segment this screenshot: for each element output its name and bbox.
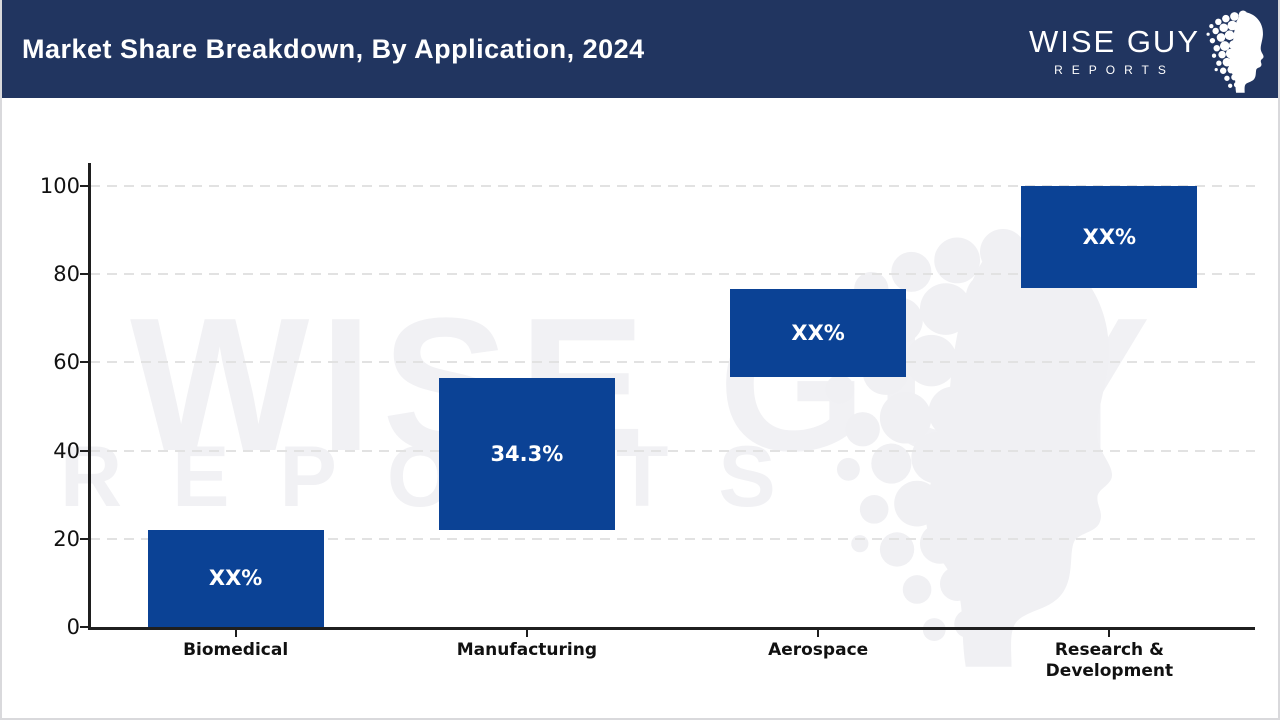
bar-value-label-manufacturing: 34.3% [490,441,564,466]
chart-title: Market Share Breakdown, By Application, … [22,34,645,64]
y-tick-label-60: 60 [53,350,80,375]
bar-value-label-research-development: XX% [1082,225,1137,250]
gridline-100 [90,185,1255,187]
y-tick-100 [80,185,90,187]
y-tick-label-40: 40 [53,438,80,463]
y-tick-label-0: 0 [66,615,80,639]
bar-biomedical: XX% [147,529,324,627]
gridline-40 [90,449,1255,452]
y-tick-label-80: 80 [53,262,80,287]
y-axis-line [88,163,91,630]
bar-manufacturing: 34.3% [438,378,615,530]
logo-text: WISE GUY REPORTS [1029,24,1200,77]
bar-value-label-biomedical: XX% [208,566,263,591]
y-tick-80 [80,273,90,276]
x-axis-label-manufacturing: Manufacturing [456,640,597,660]
x-tick-research-development [1108,627,1111,637]
y-tick-60 [80,361,90,364]
y-tick-label-20: 20 [53,526,80,551]
bar-value-label-aerospace: XX% [791,321,845,346]
x-axis-line [88,627,1255,630]
bar-research-development: XX% [1021,186,1198,289]
bar-aerospace: XX% [730,289,907,378]
header-bar: Market Share Breakdown, By Application, … [2,0,1278,98]
y-tick-40 [80,449,90,452]
wiseguy-head-icon [1206,10,1264,93]
logo-subtitle: REPORTS [1054,63,1175,77]
x-axis-label-biomedical: Biomedical [183,640,289,660]
x-axis-label-aerospace: Aerospace [768,640,869,660]
y-tick-20 [80,537,90,540]
x-tick-manufacturing [525,627,528,637]
x-axis-label-research-development: Research & Development [1045,640,1174,682]
gridline-20 [90,537,1255,540]
x-tick-aerospace [817,627,820,637]
gridline-80 [90,273,1255,276]
y-tick-label-100: 100 [39,174,80,198]
y-tick-0 [80,626,90,628]
watermark: WISE GUY REPORTS [2,98,1278,718]
x-tick-biomedical [234,627,237,637]
watermark-text-line2: REPORTS [60,428,826,527]
logo-wordmark: WISE GUY [1028,24,1200,59]
gridline-60 [90,361,1255,364]
wise-guy-reports-logo: WISE GUY REPORTS [1022,6,1272,94]
